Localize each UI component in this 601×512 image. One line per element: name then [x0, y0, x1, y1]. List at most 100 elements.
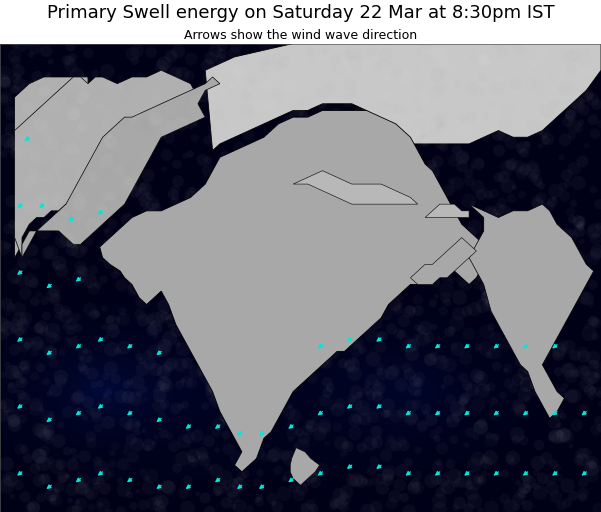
Point	[357, 129, 367, 137]
Point	[78, 363, 87, 371]
Point	[56, 461, 66, 469]
Point	[174, 47, 183, 55]
Point	[79, 177, 89, 185]
Point	[353, 265, 363, 273]
Point	[297, 485, 307, 494]
Point	[247, 76, 257, 84]
Point	[320, 357, 330, 366]
Point	[115, 165, 125, 174]
Point	[3, 309, 13, 317]
Point	[402, 184, 412, 193]
Point	[436, 125, 446, 133]
Point	[490, 411, 499, 419]
Point	[111, 442, 120, 450]
Point	[503, 365, 513, 373]
Point	[54, 483, 64, 492]
Point	[448, 417, 457, 425]
Point	[169, 442, 179, 450]
Point	[344, 68, 353, 76]
Point	[480, 469, 489, 477]
Point	[244, 399, 254, 407]
Point	[294, 293, 304, 302]
Point	[267, 198, 276, 206]
Point	[229, 337, 239, 345]
Point	[236, 416, 246, 424]
Point	[182, 377, 192, 386]
Point	[106, 345, 116, 353]
Point	[307, 471, 317, 479]
Point	[257, 319, 267, 328]
Point	[84, 226, 93, 234]
Point	[411, 83, 421, 92]
Point	[248, 430, 257, 438]
Point	[348, 361, 358, 369]
Point	[113, 315, 123, 323]
Point	[419, 228, 429, 237]
Point	[5, 475, 15, 483]
Point	[591, 332, 600, 340]
Point	[88, 266, 98, 274]
Point	[520, 391, 529, 399]
Point	[406, 414, 415, 422]
Point	[297, 262, 307, 270]
Point	[441, 212, 450, 220]
Point	[356, 120, 366, 129]
Point	[368, 376, 377, 384]
Point	[311, 479, 320, 487]
Point	[191, 252, 200, 261]
Point	[391, 204, 401, 212]
Point	[520, 360, 530, 368]
Point	[108, 162, 117, 170]
Point	[417, 179, 427, 187]
Point	[127, 50, 137, 58]
Point	[187, 185, 197, 194]
Point	[370, 183, 379, 191]
Point	[79, 477, 89, 485]
Point	[203, 136, 213, 144]
Point	[438, 444, 447, 453]
Point	[449, 436, 459, 444]
Point	[176, 402, 186, 411]
Point	[530, 332, 540, 340]
Point	[449, 209, 459, 218]
Point	[337, 318, 346, 327]
Point	[553, 264, 563, 272]
Point	[342, 488, 352, 496]
Point	[381, 185, 391, 194]
Point	[72, 280, 82, 288]
Point	[543, 135, 553, 143]
Point	[483, 285, 492, 293]
Point	[340, 322, 350, 330]
Point	[327, 129, 337, 137]
Point	[370, 144, 380, 152]
Point	[485, 290, 495, 298]
Point	[413, 295, 423, 304]
Point	[354, 53, 364, 61]
Point	[8, 384, 17, 392]
Point	[484, 432, 494, 440]
Point	[486, 382, 496, 391]
Point	[13, 67, 23, 75]
Point	[346, 241, 355, 249]
Point	[289, 154, 299, 162]
Point	[191, 234, 200, 243]
Point	[119, 486, 129, 494]
Point	[437, 358, 447, 367]
Point	[0, 76, 8, 84]
Point	[450, 157, 459, 165]
Point	[316, 290, 326, 298]
Point	[8, 492, 17, 500]
Point	[88, 221, 97, 229]
Point	[595, 200, 601, 208]
Point	[302, 62, 312, 71]
Point	[85, 305, 95, 313]
Point	[517, 313, 527, 322]
Point	[517, 355, 526, 364]
Point	[46, 349, 56, 357]
Point	[455, 499, 465, 507]
Point	[89, 380, 99, 389]
Point	[421, 324, 430, 332]
Point	[376, 244, 385, 252]
Point	[284, 116, 294, 124]
Point	[300, 503, 310, 511]
